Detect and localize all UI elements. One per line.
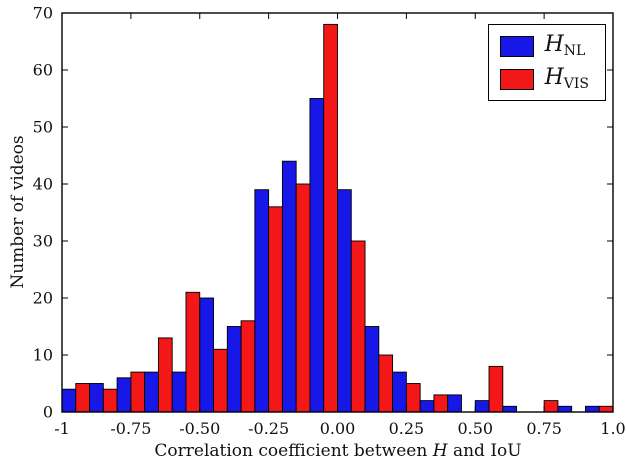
y-tick-label-3: 30 (33, 232, 53, 251)
bar-H_VIS-13 (433, 394, 449, 413)
bar-H_VIS-1 (102, 388, 118, 413)
x-axis-label-prefix: Correlation coefficient between (154, 441, 433, 461)
bar-H_NL-5 (199, 297, 214, 413)
bar-H_VIS-11 (378, 354, 394, 413)
bar-H_NL-7 (254, 189, 270, 413)
x-axis-label-suffix: and IoU (447, 441, 522, 461)
bar-H_VIS-0 (75, 383, 91, 413)
x-tick-label-3: -0.25 (248, 419, 289, 438)
y-tick-label-6: 60 (33, 61, 53, 80)
bar-H_NL-8 (281, 160, 297, 413)
legend-item-hvis: HVIS (499, 65, 589, 92)
bar-H_VIS-12 (405, 383, 421, 413)
y-tick-label-5: 50 (33, 118, 53, 137)
x-tick-label-4: 0.00 (320, 419, 356, 438)
axis-ticks (61, 12, 614, 413)
legend-label-hvis-main: H (544, 65, 564, 90)
bar-H_NL-4 (171, 371, 187, 413)
y-tick-label-7: 70 (33, 4, 53, 23)
bar-H_VIS-5 (213, 348, 228, 413)
bar-H_VIS-4 (185, 291, 201, 413)
tick-labels: -1 -0.75 -0.50 -0.25 0.00 0.25 0.50 0.75 1.0 0 10 2… (33, 4, 626, 439)
x-tick-label-8: 1.0 (600, 419, 625, 438)
bar-H_NL-15 (474, 400, 490, 413)
y-tick-label-2: 20 (33, 289, 53, 308)
bar-H_NL-9 (309, 98, 325, 413)
y-axis-label: Number of videos (8, 135, 28, 289)
bar-H_VIS-9 (323, 23, 338, 413)
bar-H_NL-0 (61, 388, 77, 413)
x-tick-label-7: 0.75 (526, 419, 562, 438)
bar-H_VIS-19 (598, 405, 614, 413)
bar-H_NL-18 (557, 405, 573, 413)
y-tick-label-1: 10 (33, 346, 53, 365)
bar-H_VIS-6 (240, 320, 256, 413)
x-axis-label-var: H (432, 441, 448, 461)
bar-H_VIS-8 (295, 183, 311, 413)
y-tick-label-4: 40 (33, 175, 53, 194)
bar-H_NL-10 (337, 189, 352, 413)
bar-H_VIS-10 (350, 240, 366, 413)
bar-H_NL-2 (116, 377, 132, 413)
x-axis-label: Correlation coefficient between H and Io… (154, 441, 521, 461)
bar-H_NL-3 (144, 371, 159, 413)
legend-label-hvis-sub: VIS (563, 76, 589, 92)
bar-H_VIS-2 (130, 371, 146, 413)
legend-item-hnl: HNL (499, 32, 589, 59)
legend-label-hvis: HVIS (544, 65, 589, 92)
legend-label-hnl-main: H (544, 32, 564, 57)
bar-H_VIS-15 (488, 365, 504, 413)
bar-H_NL-12 (392, 371, 407, 413)
bar-H_NL-13 (419, 400, 435, 413)
bars (61, 23, 614, 413)
bar-H_NL-1 (89, 383, 104, 413)
bar-H_NL-16 (502, 405, 518, 413)
bar-H_VIS-3 (157, 337, 173, 413)
bar-H_VIS-17 (543, 400, 559, 413)
legend: HNL HVIS (487, 24, 606, 101)
x-tick-label-1: -0.75 (110, 419, 151, 438)
x-tick-label-2: -0.50 (179, 419, 220, 438)
legend-swatch-hnl (499, 35, 534, 57)
x-tick-label-5: 0.25 (389, 419, 425, 438)
bar-H_NL-19 (585, 405, 600, 413)
x-tick-label-6: 0.50 (457, 419, 493, 438)
bar-H_NL-6 (226, 326, 242, 413)
x-tick-label-0: -1 (54, 419, 70, 438)
legend-swatch-hvis (499, 68, 534, 90)
legend-label-hnl: HNL (544, 32, 586, 59)
bar-H_VIS-7 (268, 206, 283, 413)
bar-H_NL-14 (447, 394, 462, 413)
y-tick-label-0: 0 (43, 403, 53, 422)
bar-H_NL-11 (364, 326, 380, 413)
legend-label-hnl-sub: NL (563, 43, 586, 59)
